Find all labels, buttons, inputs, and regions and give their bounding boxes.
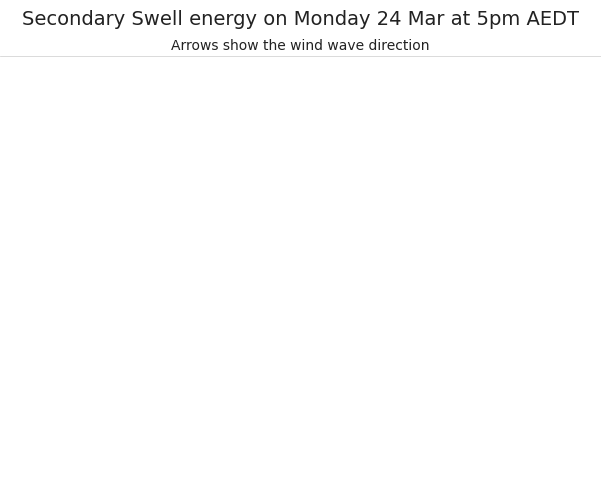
Text: Cartopy required for map rendering: Cartopy required for map rendering — [152, 262, 449, 281]
Text: Secondary Swell energy on Monday 24 Mar at 5pm AEDT: Secondary Swell energy on Monday 24 Mar … — [22, 10, 579, 29]
Text: Arrows show the wind wave direction: Arrows show the wind wave direction — [171, 39, 430, 53]
